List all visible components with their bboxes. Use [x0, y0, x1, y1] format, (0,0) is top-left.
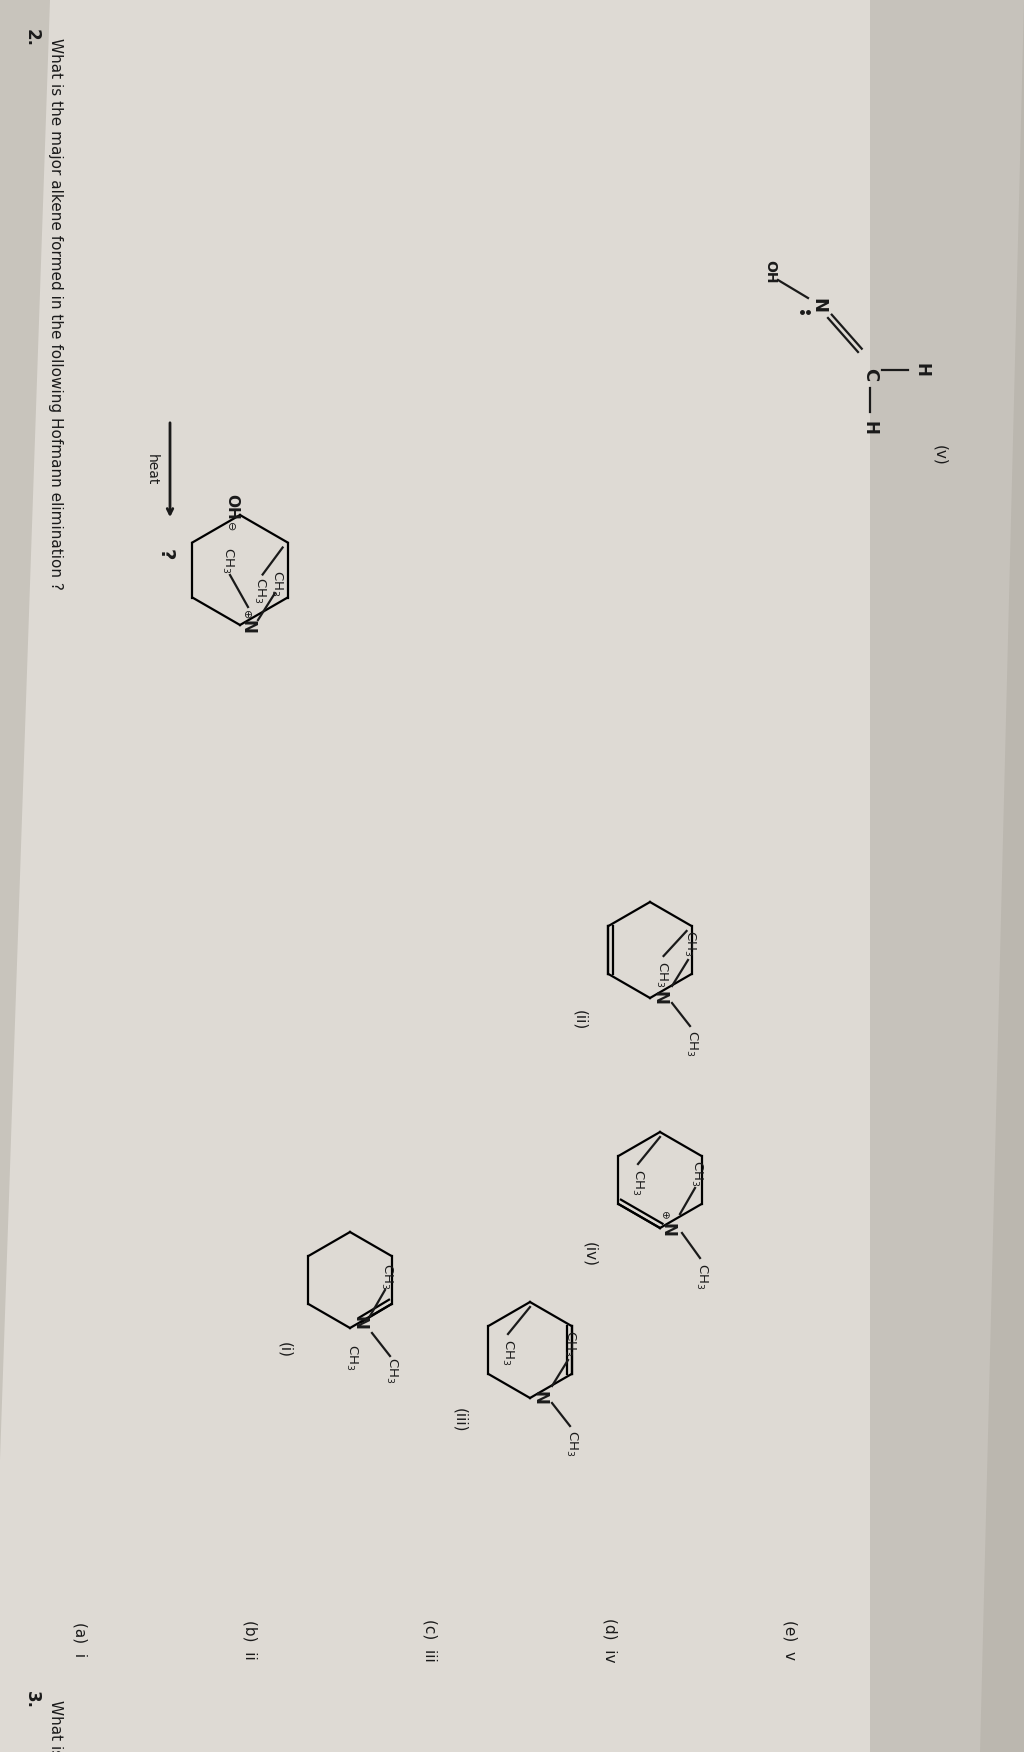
Text: CH$_3$: CH$_3$: [380, 1263, 394, 1289]
Text: CH$_3$: CH$_3$: [682, 930, 697, 957]
Text: (v): (v): [933, 445, 947, 466]
Text: (a)  i: (a) i: [73, 1622, 87, 1657]
Text: $\oplus$: $\oplus$: [243, 608, 254, 618]
Text: CH$_3$: CH$_3$: [684, 1030, 699, 1056]
Text: (i): (i): [278, 1342, 293, 1358]
Text: N: N: [239, 620, 257, 634]
Text: (b)  ii: (b) ii: [243, 1621, 257, 1659]
Text: heat: heat: [145, 454, 159, 485]
Text: (iii): (iii): [453, 1409, 468, 1431]
Text: 3.: 3.: [23, 1691, 41, 1708]
Polygon shape: [870, 0, 1024, 1752]
Text: CH$_3$: CH$_3$: [344, 1344, 359, 1370]
Text: N: N: [651, 992, 669, 1006]
Text: $\oplus$: $\oplus$: [660, 1209, 672, 1219]
Text: C: C: [861, 368, 879, 382]
Text: (ii): (ii): [572, 1009, 588, 1030]
Text: CH$_3$: CH$_3$: [501, 1339, 515, 1365]
Text: (iv): (iv): [583, 1242, 597, 1267]
Text: OH: OH: [763, 261, 777, 284]
Text: $\ominus$: $\ominus$: [226, 520, 238, 531]
Text: 2.: 2.: [23, 30, 41, 47]
Text: OH: OH: [224, 494, 240, 520]
Text: (e)  v: (e) v: [782, 1621, 798, 1659]
Text: N: N: [351, 1316, 369, 1330]
Text: What is the product of the following reaction ?: What is the product of the following rea…: [47, 1699, 62, 1752]
Text: N: N: [809, 298, 827, 312]
Text: CH$_3$: CH$_3$: [252, 576, 267, 604]
Text: What is the major alkene formed in the following Hofmann elimination ?: What is the major alkene formed in the f…: [47, 39, 62, 590]
Text: CH$_3$: CH$_3$: [384, 1356, 399, 1384]
Text: CH$_3$: CH$_3$: [694, 1263, 710, 1289]
Text: CH$_3$: CH$_3$: [220, 547, 236, 573]
Text: ?: ?: [156, 550, 174, 561]
Text: CH$_3$: CH$_3$: [562, 1330, 578, 1356]
Text: (c)  iii: (c) iii: [423, 1619, 437, 1661]
Text: CH$_3$: CH$_3$: [269, 569, 285, 596]
Text: N: N: [531, 1391, 549, 1405]
Text: N: N: [659, 1223, 677, 1237]
Text: CH$_3$: CH$_3$: [564, 1430, 580, 1456]
Text: H: H: [913, 363, 931, 377]
Text: H: H: [861, 420, 879, 434]
Text: CH$_3$: CH$_3$: [631, 1169, 645, 1195]
Text: CH$_3$: CH$_3$: [654, 960, 669, 986]
Text: CH$_3$: CH$_3$: [689, 1160, 705, 1186]
Text: (d)  iv: (d) iv: [602, 1617, 617, 1663]
